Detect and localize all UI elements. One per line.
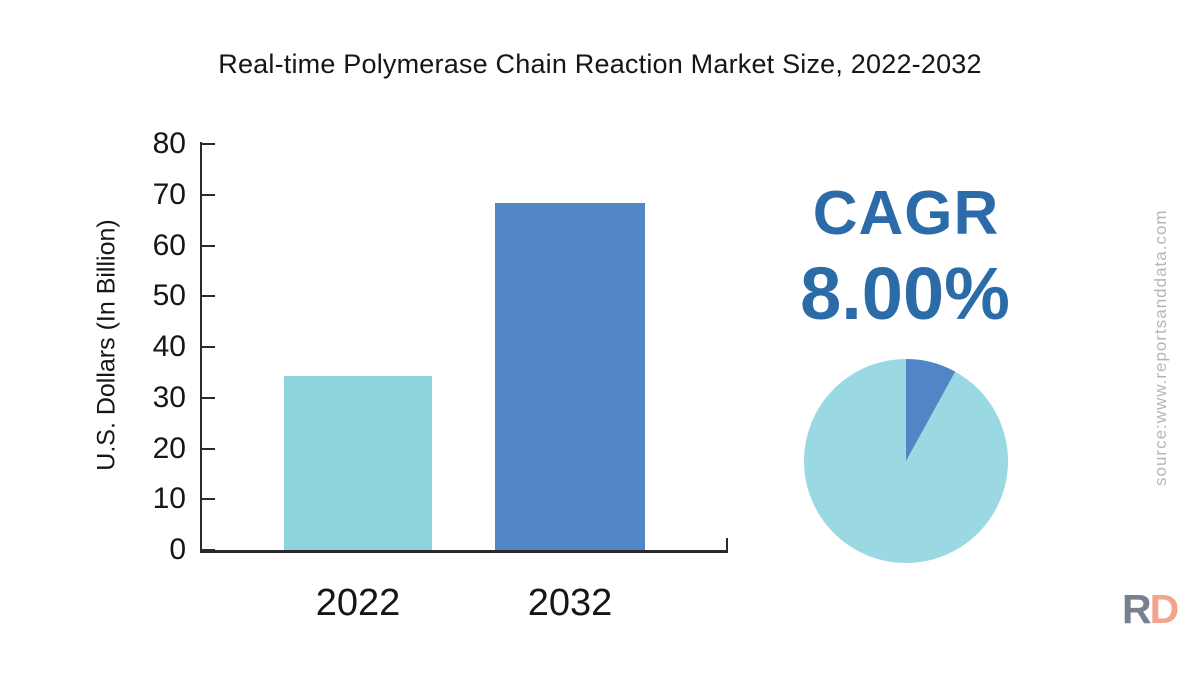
chart-title: Real-time Polymerase Chain Reaction Mark… bbox=[218, 49, 982, 79]
brand-logo: RD bbox=[1122, 586, 1180, 632]
y-tick-label: 30 bbox=[152, 380, 186, 414]
y-tick-mark bbox=[202, 244, 215, 247]
cagr-pie-chart bbox=[804, 359, 1008, 563]
y-tick-mark bbox=[202, 193, 215, 196]
y-tick-label: 70 bbox=[152, 177, 186, 211]
y-tick-label: 60 bbox=[152, 228, 186, 262]
bar-2022 bbox=[284, 376, 432, 550]
y-tick-label: 80 bbox=[152, 127, 186, 160]
bar-2032 bbox=[495, 203, 645, 550]
y-tick-mark bbox=[202, 447, 215, 450]
y-tick-mark bbox=[202, 396, 215, 399]
y-tick-label: 20 bbox=[152, 431, 186, 465]
cagr-label: CAGR bbox=[812, 179, 1000, 248]
y-tick-label: 50 bbox=[152, 279, 186, 313]
y-tick-label: 10 bbox=[152, 482, 186, 516]
x-axis-end-tick bbox=[726, 538, 728, 550]
logo-letter-d: D bbox=[1149, 586, 1180, 632]
logo-letter-r: R bbox=[1122, 586, 1152, 632]
y-tick-label: 0 bbox=[169, 533, 186, 566]
source-attribution: source:www.reportsanddata.com bbox=[1151, 209, 1170, 486]
y-tick-mark bbox=[202, 143, 215, 145]
y-tick-label: 40 bbox=[152, 330, 186, 363]
pie-cagr-slice bbox=[906, 359, 956, 461]
plot-area bbox=[200, 142, 728, 553]
y-tick-mark bbox=[202, 346, 215, 348]
x-tick-label: 2022 bbox=[315, 582, 401, 624]
x-tick-label: 2032 bbox=[527, 582, 613, 624]
cagr-value: 8.00% bbox=[800, 252, 1010, 335]
y-tick-mark bbox=[202, 295, 215, 298]
y-tick-mark bbox=[202, 498, 215, 501]
